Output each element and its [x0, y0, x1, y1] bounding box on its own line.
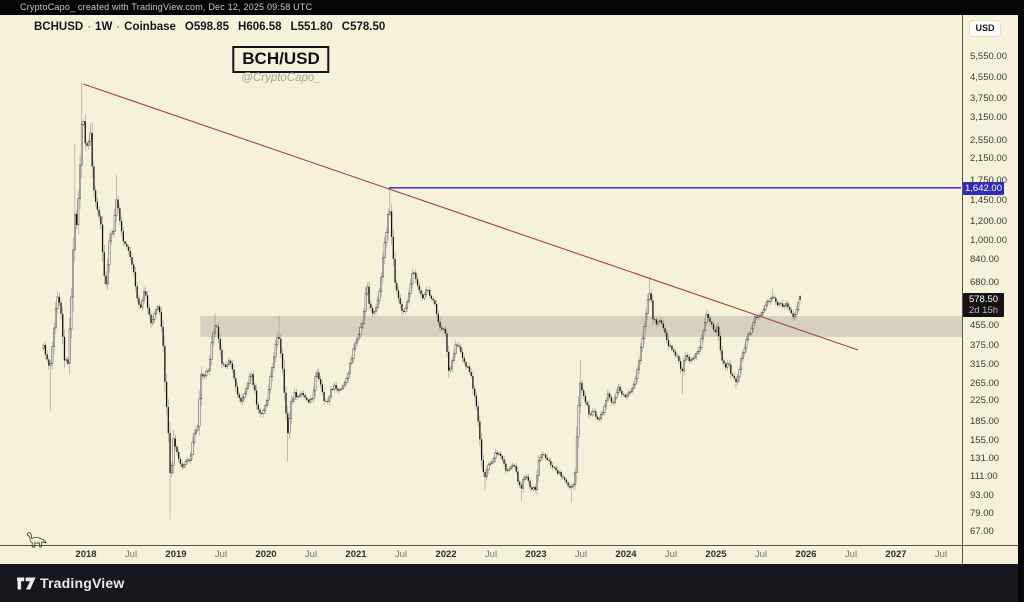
year-tick-label: 2022 [435, 549, 457, 560]
price-tick-label: 155.00 [970, 435, 1000, 447]
price-axis[interactable]: USD 1,642.00 578.50 2d 15h 5,550.00 4,550… [963, 15, 1018, 564]
year-tick-label: 2026 [795, 549, 817, 560]
price-tick-label: 111.00 [970, 471, 998, 483]
separator: · [116, 21, 121, 33]
year-tick-label: 2024 [615, 549, 637, 560]
time-axis[interactable]: 2018 Jul 2019 Jul 2020 Jul 2021 Jul 2022 Jul 2023 J… [0, 546, 962, 564]
price-tick-label: 455.00 [970, 319, 1000, 331]
price-tick-label: 185.00 [970, 416, 1000, 428]
chart-title-box[interactable]: BCH/USD [232, 46, 330, 73]
month-tick-label: Jul [934, 549, 948, 560]
year-tick-label: 2025 [705, 549, 727, 560]
currency-toggle-button[interactable]: USD [970, 21, 1000, 36]
price-tick-label: 375.00 [970, 340, 1000, 352]
price-tick-label: 265.00 [970, 377, 1000, 389]
high-value: 606.58 [246, 21, 282, 33]
low-label: L [290, 21, 298, 33]
price-tick-label: 4,550.00 [970, 72, 1007, 84]
close-value: 578.50 [350, 21, 386, 33]
year-tick-label: 2021 [345, 549, 367, 560]
year-tick-label: 2019 [165, 549, 187, 560]
price-tick-label: 3,150.00 [970, 111, 1007, 123]
open-value: 598.85 [193, 21, 230, 33]
year-tick-label: 2027 [885, 549, 907, 560]
price-tick-label: 93.00 [970, 490, 994, 502]
price-tick-label: 3,750.00 [970, 93, 1007, 105]
month-tick-label: Jul [484, 549, 498, 560]
symbol-name: BCHUSD [34, 21, 84, 33]
last-price-value: 578.50 [968, 293, 999, 305]
price-tick-label: 131.00 [970, 453, 1000, 465]
separator: · [87, 21, 92, 33]
author-handle: @CryptoCapo_ [241, 72, 321, 84]
price-tick-label: 2,550.00 [970, 134, 1007, 146]
month-tick-label: Jul [844, 549, 858, 560]
tradingview-logo-icon[interactable] [17, 576, 36, 591]
high-label: H [238, 21, 247, 33]
price-tick-label: 840.00 [970, 253, 1000, 265]
year-tick-label: 2020 [255, 549, 277, 560]
month-tick-label: Jul [664, 549, 678, 560]
price-tick-label: 1,000.00 [970, 235, 1007, 247]
price-tick-label: 79.00 [970, 507, 994, 519]
month-tick-label: Jul [754, 549, 768, 560]
year-tick-label: 2018 [75, 549, 97, 560]
level-price-label: 1,642.00 [963, 181, 1004, 195]
price-tick-label: 1,200.00 [970, 215, 1007, 227]
tradingview-brand[interactable]: TradingView [40, 575, 125, 591]
month-tick-label: Jul [214, 549, 228, 560]
price-tick-label: 680.00 [970, 276, 1000, 288]
chart-panel: BCHUSD · 1W · Coinbase O598.85 H606.58 L551.80 C… [0, 15, 1018, 564]
dinosaur-doodle[interactable] [25, 520, 49, 548]
price-tick-label: 1,450.00 [970, 195, 1007, 207]
exchange: Coinbase [124, 21, 176, 33]
month-tick-label: Jul [574, 549, 588, 560]
price-axis-line [962, 15, 963, 564]
price-tick-label: 5,550.00 [970, 51, 1007, 62]
month-tick-label: Jul [124, 549, 138, 560]
attribution-bar: CryptoCapo_ created with TradingView.com… [0, 0, 1024, 15]
footer-bar: TradingView [0, 564, 1018, 602]
close-label: C [341, 21, 351, 33]
price-tick-label: 2,150.00 [970, 152, 1007, 164]
open-label: O [184, 21, 194, 33]
interval: 1W [95, 21, 113, 33]
last-price-label: 578.50 2d 15h [963, 292, 1004, 317]
bar-countdown: 2d 15h [968, 304, 999, 316]
attribution-text: CryptoCapo_ created with TradingView.com… [20, 2, 313, 12]
month-tick-label: Jul [304, 549, 318, 560]
month-tick-label: Jul [394, 549, 408, 560]
price-tick-label: 67.00 [970, 525, 994, 537]
time-axis-line [0, 545, 1018, 546]
price-tick-label: 315.00 [970, 359, 1000, 371]
right-edge-strip [1018, 0, 1024, 602]
symbol-header: BCHUSD · 1W · Coinbase O598.85 H606.58 L551.80 C… [34, 21, 385, 33]
price-tick-label: 1,750.00 [970, 174, 1007, 186]
year-tick-label: 2023 [525, 549, 547, 560]
candlestick-canvas[interactable] [0, 15, 977, 545]
price-tick-label: 225.00 [970, 395, 1000, 407]
low-value: 551.80 [297, 21, 333, 33]
